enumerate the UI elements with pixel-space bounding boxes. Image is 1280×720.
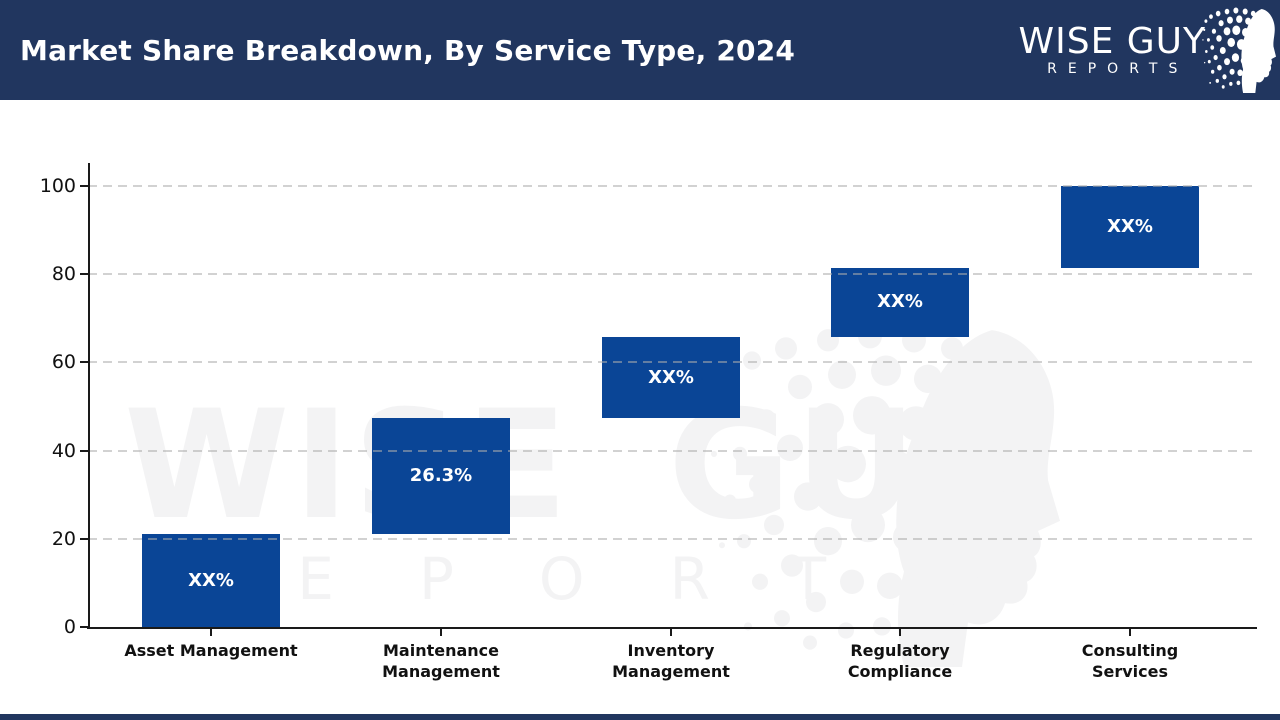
bar-value-label: 26.3% bbox=[409, 465, 473, 487]
gridline-y80 bbox=[88, 273, 1257, 276]
x-tick-mark bbox=[670, 629, 672, 636]
y-tick-mark bbox=[80, 361, 88, 364]
x-tick-mark bbox=[210, 629, 212, 636]
x-category-label: Asset Management bbox=[124, 641, 298, 660]
header-bar: Market Share Breakdown, By Service Type,… bbox=[0, 0, 1280, 100]
x-tick-mark bbox=[1129, 629, 1131, 636]
y-tick-mark bbox=[80, 273, 88, 276]
x-category-label: Regulatory Compliance bbox=[847, 641, 953, 681]
gridline-y60 bbox=[88, 361, 1257, 364]
y-tick-label: 80 bbox=[51, 263, 76, 286]
gridline-y20 bbox=[88, 537, 1257, 540]
brand-logo: WISE GUY REPORTS bbox=[1018, 0, 1276, 100]
bar-segment bbox=[142, 534, 280, 627]
x-category-label: Maintenance Management bbox=[382, 641, 500, 681]
brand-head-icon bbox=[1202, 7, 1276, 93]
y-tick-mark bbox=[80, 537, 88, 540]
footer-strip bbox=[0, 714, 1280, 720]
gridline-y40 bbox=[88, 449, 1257, 452]
brand-logo-text: WISE GUY REPORTS bbox=[1018, 20, 1207, 77]
x-tick-mark bbox=[440, 629, 442, 636]
bar-value-label: XX% bbox=[1107, 216, 1153, 237]
bar-segment bbox=[1061, 186, 1199, 269]
y-axis-line bbox=[88, 163, 90, 629]
y-tick-mark bbox=[80, 185, 88, 187]
x-axis-line bbox=[87, 627, 1257, 629]
brand-sub-wordmark: REPORTS bbox=[1047, 61, 1189, 78]
bar-value-label: XX% bbox=[188, 569, 234, 591]
x-category-label: Consulting Services bbox=[1081, 641, 1179, 681]
y-tick-label: 40 bbox=[51, 439, 76, 462]
gridline-y100 bbox=[88, 185, 1257, 187]
y-tick-mark bbox=[80, 626, 88, 628]
y-tick-label: 20 bbox=[51, 527, 76, 550]
bar-segment bbox=[372, 418, 510, 535]
y-tick-label: 60 bbox=[51, 351, 76, 374]
bar-value-label: XX% bbox=[877, 291, 923, 313]
x-tick-mark bbox=[899, 629, 901, 636]
y-tick-label: 0 bbox=[63, 616, 76, 638]
x-category-label: Inventory Management bbox=[612, 641, 730, 681]
y-tick-mark bbox=[80, 449, 88, 452]
brand-wordmark: WISE GUY bbox=[1018, 20, 1206, 62]
bar-value-label: XX% bbox=[648, 366, 694, 388]
chart-title: Market Share Breakdown, By Service Type,… bbox=[20, 33, 796, 67]
y-tick-label: 100 bbox=[39, 175, 76, 197]
